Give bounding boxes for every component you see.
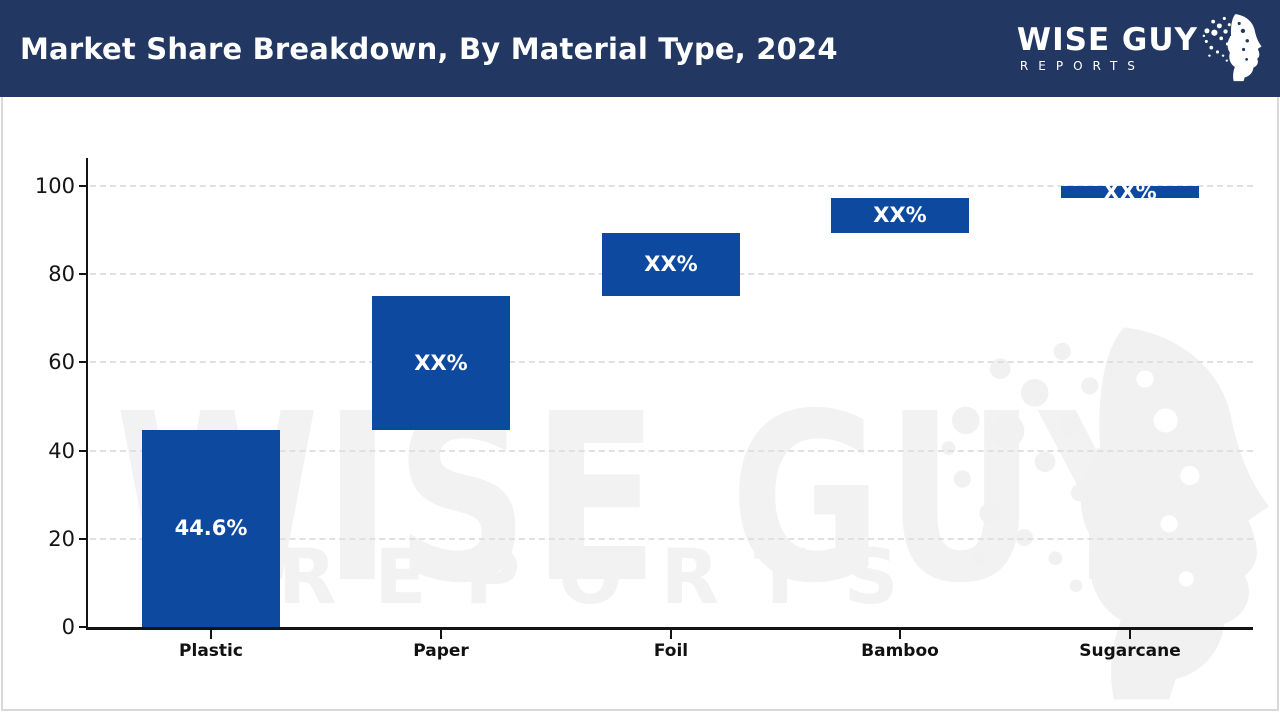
gridline — [90, 537, 1253, 540]
logo-wordmark: WISE GUY — [1016, 21, 1198, 58]
y-tick — [79, 626, 88, 628]
gridline — [90, 185, 1253, 187]
y-tick-label: 0 — [61, 615, 75, 639]
bar-value-label: XX% — [644, 252, 698, 277]
bar-value-label: XX% — [414, 350, 468, 375]
y-tick — [79, 273, 88, 276]
y-tick — [79, 185, 88, 187]
wiseguy-logo-text: WISE GUY REPORTS — [1017, 24, 1198, 74]
bar: 44.6% — [142, 430, 280, 627]
wiseguy-face-icon — [1202, 12, 1264, 86]
bar-value-label: 44.6% — [174, 516, 248, 541]
wiseguy-logo: WISE GUY REPORTS — [1017, 12, 1264, 86]
header: Market Share Breakdown, By Material Type… — [0, 0, 1280, 97]
bar: XX% — [831, 198, 969, 234]
bar: XX% — [1061, 181, 1199, 202]
bar-value-label: XX% — [1103, 179, 1157, 204]
x-tick-label: Plastic — [179, 641, 243, 661]
y-tick — [79, 449, 88, 452]
bar: XX% — [602, 233, 740, 297]
x-tick — [670, 630, 672, 639]
y-tick-label: 100 — [34, 174, 75, 198]
y-axis-spine — [86, 158, 88, 630]
y-tick-label: 60 — [48, 350, 75, 375]
x-tick-label: Paper — [413, 641, 469, 661]
x-tick-label: Foil — [653, 641, 689, 661]
gridline — [90, 361, 1253, 364]
x-tick — [210, 630, 212, 639]
bar: XX% — [372, 296, 510, 431]
logo-subtitle: REPORTS — [1019, 59, 1145, 74]
y-tick — [79, 537, 88, 540]
x-tick — [440, 630, 442, 639]
gridline — [90, 449, 1253, 452]
x-axis-spine — [86, 627, 1253, 630]
x-tick-label: Bamboo — [861, 641, 939, 661]
y-tick — [79, 361, 88, 364]
y-tick-label: 40 — [48, 438, 75, 463]
y-tick-label: 20 — [48, 526, 75, 551]
x-tick — [1129, 630, 1131, 639]
page-title: Market Share Breakdown, By Material Type… — [20, 31, 838, 66]
chart-frame — [1, 97, 1279, 711]
x-tick — [899, 630, 901, 639]
y-tick-label: 80 — [48, 262, 75, 287]
bar-value-label: XX% — [873, 203, 927, 228]
x-tick-label: Sugarcane — [1079, 641, 1181, 661]
